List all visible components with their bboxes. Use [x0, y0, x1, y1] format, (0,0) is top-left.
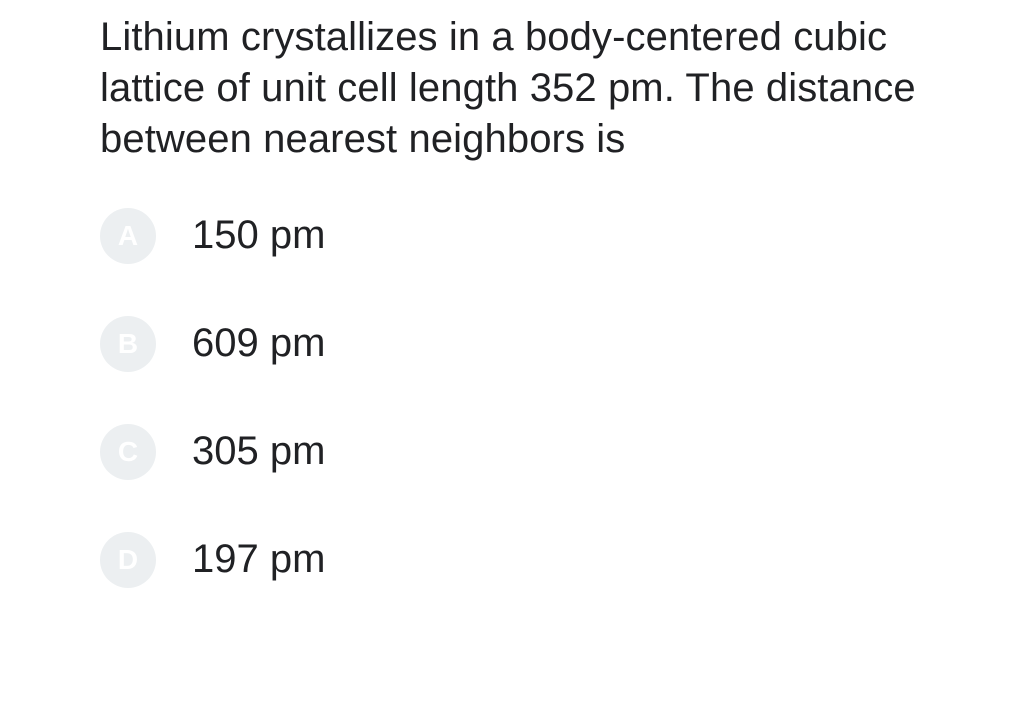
- option-badge-b: B: [100, 316, 156, 372]
- option-c[interactable]: C 305 pm: [100, 424, 984, 480]
- option-badge-d: D: [100, 532, 156, 588]
- option-text-d: 197 pm: [192, 537, 325, 582]
- question-page: Lithium crystallizes in a body-centered …: [0, 0, 1024, 707]
- options-list: A 150 pm B 609 pm C 305 pm D 197 pm: [100, 208, 984, 588]
- option-letter-d: D: [118, 544, 138, 576]
- option-letter-b: B: [118, 328, 138, 360]
- option-b[interactable]: B 609 pm: [100, 316, 984, 372]
- option-badge-c: C: [100, 424, 156, 480]
- option-d[interactable]: D 197 pm: [100, 532, 984, 588]
- option-text-c: 305 pm: [192, 429, 325, 474]
- option-letter-a: A: [118, 220, 138, 252]
- option-badge-a: A: [100, 208, 156, 264]
- option-a[interactable]: A 150 pm: [100, 208, 984, 264]
- option-letter-c: C: [118, 436, 138, 468]
- option-text-b: 609 pm: [192, 321, 325, 366]
- question-text: Lithium crystallizes in a body-centered …: [100, 12, 984, 166]
- option-text-a: 150 pm: [192, 213, 325, 258]
